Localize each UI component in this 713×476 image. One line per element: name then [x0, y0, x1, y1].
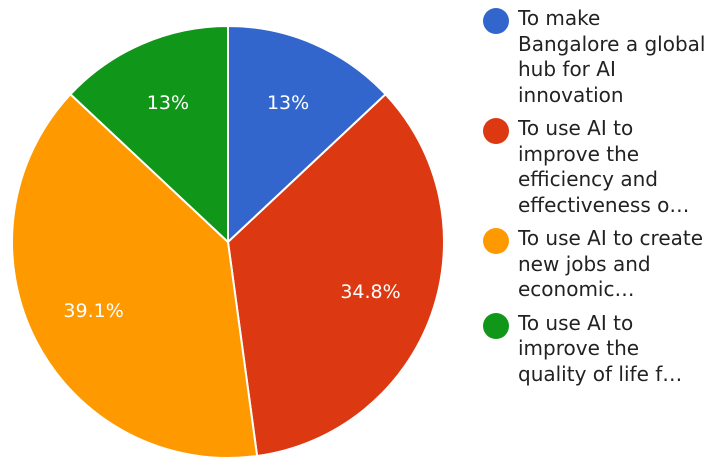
legend-label: To use AI to improve the efficiency and … — [518, 116, 690, 217]
legend-label: To make Bangalore a global hub for AI in… — [518, 6, 706, 107]
legend-swatch-icon — [483, 8, 509, 34]
legend-label: To use AI to improve the quality of life… — [518, 310, 683, 386]
legend-swatch-icon — [483, 228, 509, 254]
legend: To make Bangalore a global hub for AI in… — [483, 6, 713, 395]
slice-percent-label: 13% — [267, 92, 309, 114]
legend-swatch-icon — [483, 312, 509, 339]
pie-slice[interactable] — [227, 24, 387, 245]
slice-percent-label: 39.1% — [63, 300, 123, 322]
slice-percent-label: 34.8% — [340, 281, 400, 303]
slice-percent-label: 13% — [147, 92, 189, 114]
legend-item[interactable]: To use AI to improve the quality of life… — [483, 311, 713, 388]
pie-slices — [11, 24, 445, 459]
pie-labels: 13% 34.8% 39.1% 13% — [63, 92, 400, 322]
legend-item[interactable]: To make Bangalore a global hub for AI in… — [483, 6, 713, 108]
pie-slice[interactable] — [69, 24, 229, 245]
legend-item[interactable]: To use AI to create new jobs and economi… — [483, 226, 713, 303]
pie-slice[interactable] — [11, 92, 259, 459]
legend-swatch-icon — [483, 118, 509, 144]
legend-label: To use AI to create new jobs and economi… — [518, 226, 704, 301]
pie-slice[interactable] — [226, 92, 445, 458]
legend-item[interactable]: To use AI to improve the efficiency and … — [483, 116, 713, 218]
